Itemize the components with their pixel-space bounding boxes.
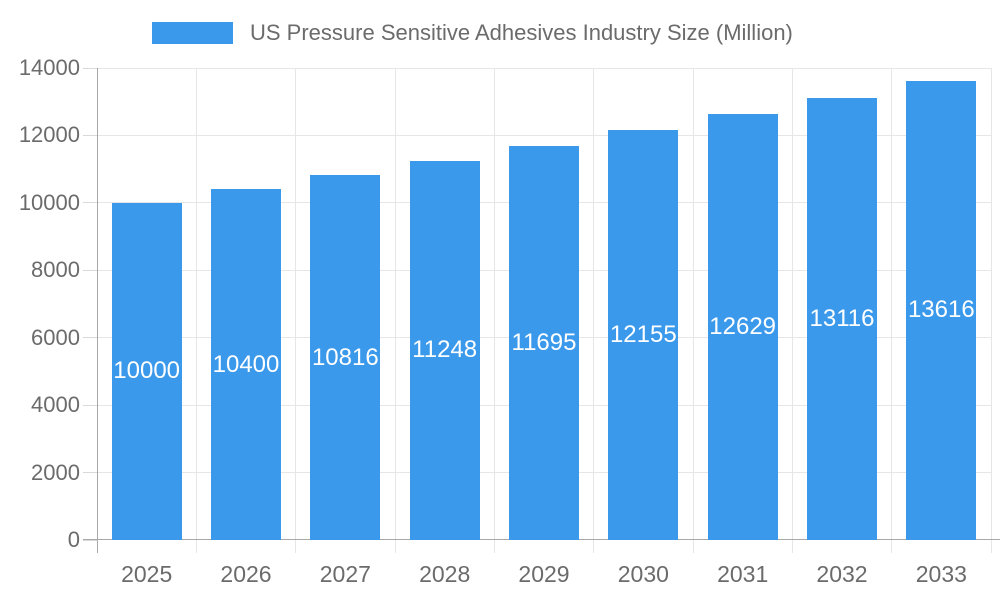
- y-axis-line: [97, 68, 98, 553]
- x-tick-label: 2029: [518, 561, 570, 587]
- bar-value-label: 12629: [709, 313, 777, 341]
- y-tick-label: 14000: [18, 55, 80, 80]
- bar-value-label: 10400: [212, 350, 280, 378]
- bar[interactable]: 12155: [608, 130, 679, 540]
- y-tick-label: 0: [67, 527, 80, 552]
- bar-value-label: 11695: [511, 328, 577, 356]
- v-gridline: [692, 68, 694, 553]
- v-gridline: [791, 68, 793, 553]
- bar[interactable]: 11695: [509, 145, 579, 540]
- bar[interactable]: 12629: [707, 114, 778, 540]
- v-gridline: [394, 68, 396, 553]
- x-tick-label: 2033: [915, 561, 967, 587]
- bar[interactable]: 13116: [807, 97, 877, 540]
- bar[interactable]: 10000: [111, 202, 182, 540]
- bar-value-label: 10000: [113, 357, 181, 385]
- v-gridline: [295, 68, 297, 553]
- y-axis-tick: [83, 134, 97, 136]
- v-gridline: [493, 68, 495, 553]
- y-axis-tick: [83, 404, 97, 406]
- y-axis-tick: [83, 67, 97, 69]
- x-tick-label: 2031: [717, 561, 769, 587]
- bar-value-label: 10816: [311, 343, 379, 371]
- x-tick-label: 2026: [220, 561, 272, 587]
- y-tick-label: 2000: [31, 459, 80, 485]
- x-tick-label: 2032: [816, 561, 868, 587]
- x-tick-label: 2030: [617, 561, 669, 587]
- v-gridline: [891, 68, 893, 553]
- y-axis-tick: [83, 472, 97, 474]
- y-axis-tick: [83, 337, 97, 339]
- bar-value-label: 11248: [412, 336, 478, 364]
- y-tick-label: 8000: [31, 257, 80, 283]
- y-tick-label: 6000: [31, 324, 80, 350]
- bar[interactable]: 10400: [211, 189, 281, 540]
- legend-label: US Pressure Sensitive Adhesives Industry…: [250, 20, 793, 45]
- bar-value-label: 13616: [907, 296, 975, 324]
- y-tick-label: 10000: [18, 189, 80, 215]
- y-tick-label: 4000: [31, 392, 80, 418]
- y-axis-tick: [83, 202, 97, 204]
- x-tick-label: 2027: [319, 561, 371, 587]
- bar[interactable]: 10816: [310, 175, 381, 540]
- x-tick-label: 2025: [121, 561, 173, 587]
- v-gridline: [593, 68, 595, 553]
- bar[interactable]: 11248: [409, 160, 480, 540]
- v-gridline: [990, 68, 992, 553]
- x-tick-label: 2028: [419, 561, 471, 587]
- legend-swatch: [152, 22, 233, 44]
- y-axis-tick: [83, 269, 97, 271]
- bar[interactable]: 13616: [906, 80, 977, 540]
- legend: US Pressure Sensitive Adhesives Industry…: [152, 20, 793, 45]
- h-gridline: [97, 67, 991, 69]
- plot-area: 0 2000 4000 6000 8000 10000 12000 14000 10000 202…: [19, 57, 1000, 586]
- bar-value-label: 13116: [809, 304, 875, 332]
- h-gridline: [97, 134, 991, 136]
- y-axis-tick: [83, 539, 97, 541]
- v-gridline: [195, 68, 197, 553]
- bar-value-label: 12155: [609, 321, 677, 349]
- y-tick-label: 12000: [18, 122, 80, 148]
